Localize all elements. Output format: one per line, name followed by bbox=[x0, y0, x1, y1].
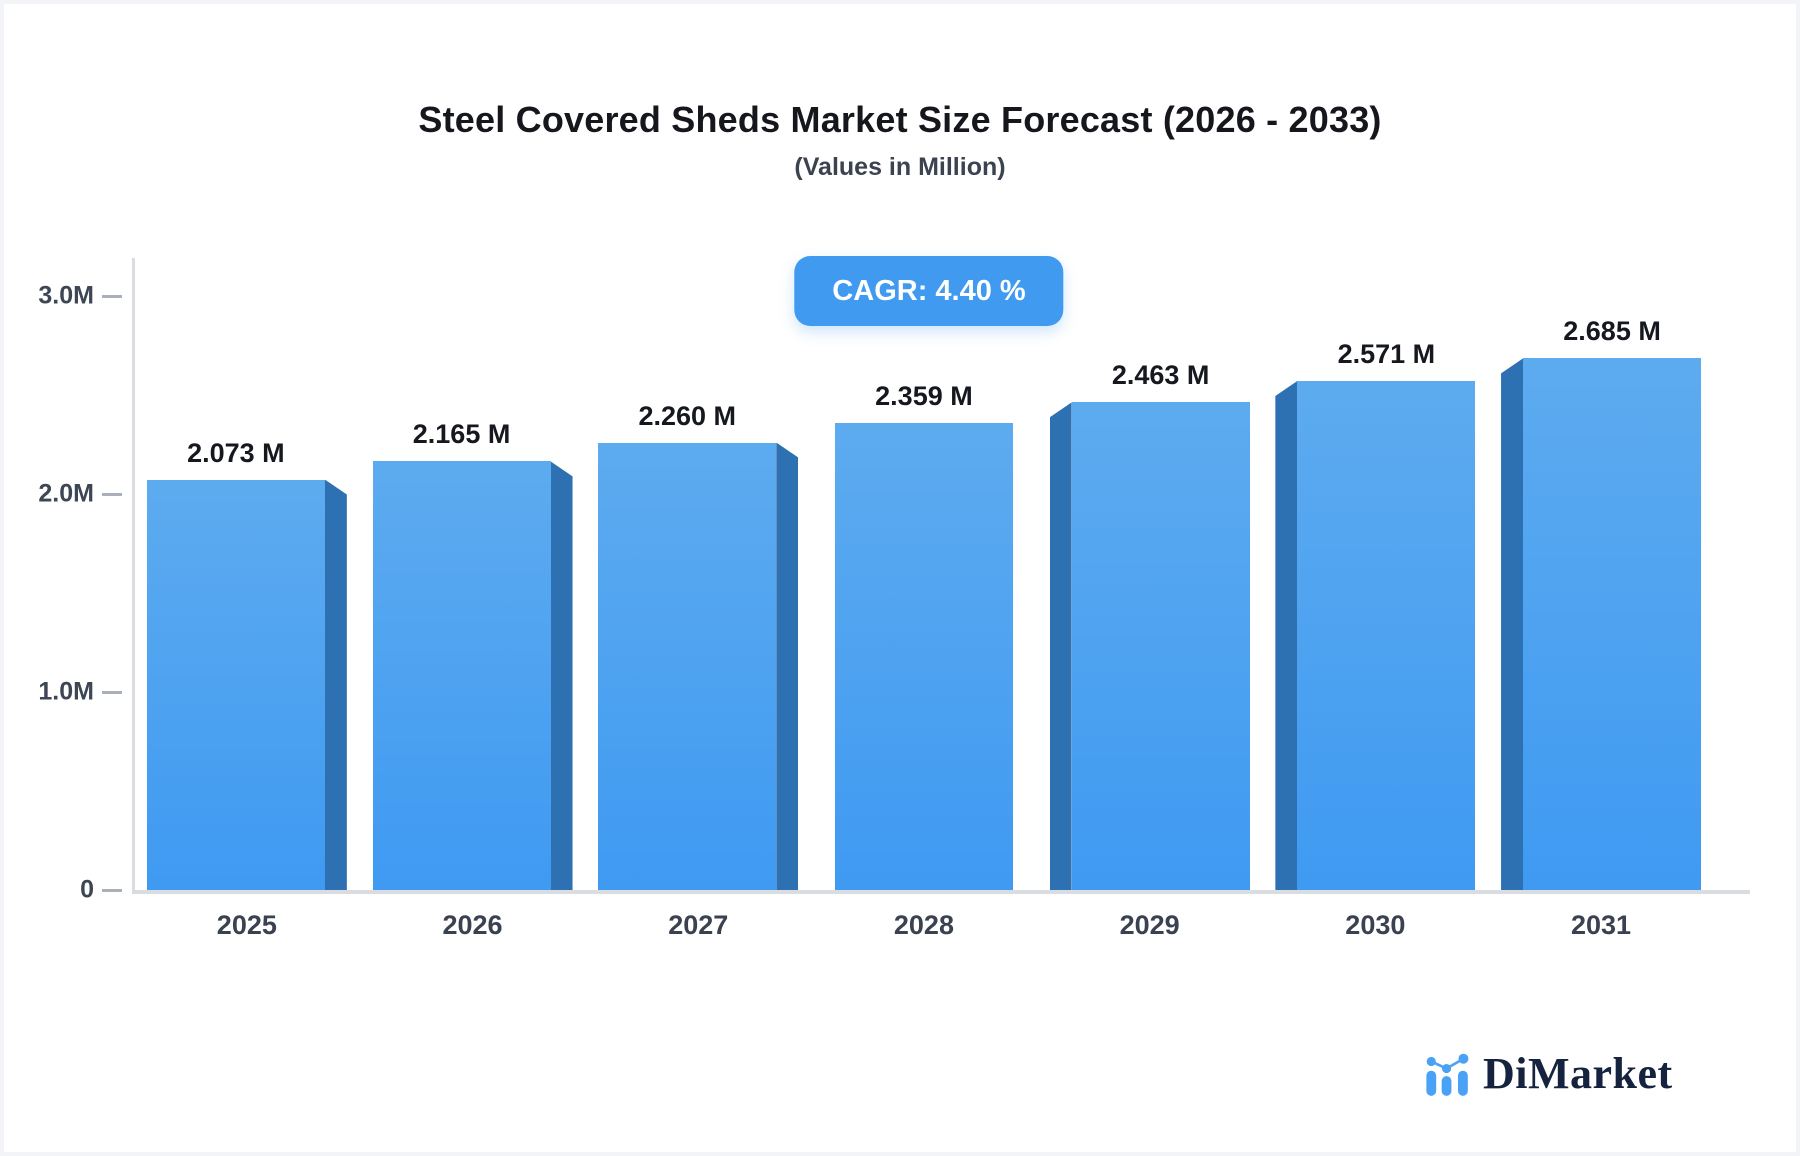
y-tick-dash bbox=[102, 492, 122, 496]
x-axis-label: 2026 bbox=[442, 910, 503, 940]
y-tick-label: 2.0M bbox=[38, 479, 94, 508]
bar-2026 bbox=[372, 461, 551, 890]
bar-side-2026 bbox=[550, 461, 573, 890]
bar-side-2025 bbox=[324, 479, 347, 890]
bar-2028 bbox=[834, 422, 1013, 890]
bar-value-label: 2.685 M bbox=[1563, 316, 1661, 347]
bar-value-label: 2.073 M bbox=[187, 437, 285, 468]
bar-side-2031 bbox=[1501, 358, 1524, 890]
y-tick-label: 0 bbox=[80, 875, 94, 904]
x-axis-label: 2028 bbox=[893, 910, 954, 940]
y-tick-dash bbox=[102, 888, 122, 892]
chart-title: Steel Covered Sheds Market Size Forecast… bbox=[418, 99, 1382, 140]
chart-card: Steel Covered Sheds Market Size Forecast… bbox=[4, 4, 1796, 1152]
bar-2030 bbox=[1297, 380, 1476, 890]
y-tick-dash bbox=[102, 294, 122, 298]
cagr-badge: CAGR: 4.40 % bbox=[794, 256, 1064, 326]
dimarket-chart-icon bbox=[1422, 1052, 1470, 1096]
bar-side-2027 bbox=[776, 442, 799, 890]
chart-subtitle: (Values in Million) bbox=[794, 153, 1006, 181]
bar-value-label: 2.165 M bbox=[412, 419, 511, 450]
x-axis-label: 2027 bbox=[668, 910, 729, 940]
x-axis-label: 2029 bbox=[1119, 910, 1180, 940]
bar-value-label: 2.571 M bbox=[1337, 338, 1436, 369]
brand-logo-text: DiMarket bbox=[1483, 1049, 1673, 1098]
bar-value-label: 2.260 M bbox=[638, 400, 737, 431]
bar-side-2030 bbox=[1275, 380, 1298, 890]
bar-2027 bbox=[598, 442, 777, 890]
x-axis-label: 2025 bbox=[216, 910, 277, 940]
y-tick-label: 3.0M bbox=[38, 281, 94, 310]
brand-logo: DiMarket bbox=[1422, 1048, 1673, 1099]
bar-2031 bbox=[1523, 358, 1702, 890]
y-axis-line bbox=[132, 258, 135, 892]
bar-value-label: 2.463 M bbox=[1111, 360, 1210, 391]
bar-2025 bbox=[146, 479, 325, 890]
x-axis-label: 2031 bbox=[1571, 910, 1632, 940]
y-tick-label: 1.0M bbox=[38, 677, 94, 706]
x-axis-label: 2030 bbox=[1345, 910, 1406, 940]
x-axis-line bbox=[132, 890, 1750, 894]
bar-2029 bbox=[1071, 402, 1250, 890]
y-tick-dash bbox=[102, 690, 122, 694]
bar-side-2029 bbox=[1049, 402, 1072, 890]
bar-value-label: 2.359 M bbox=[875, 380, 973, 411]
